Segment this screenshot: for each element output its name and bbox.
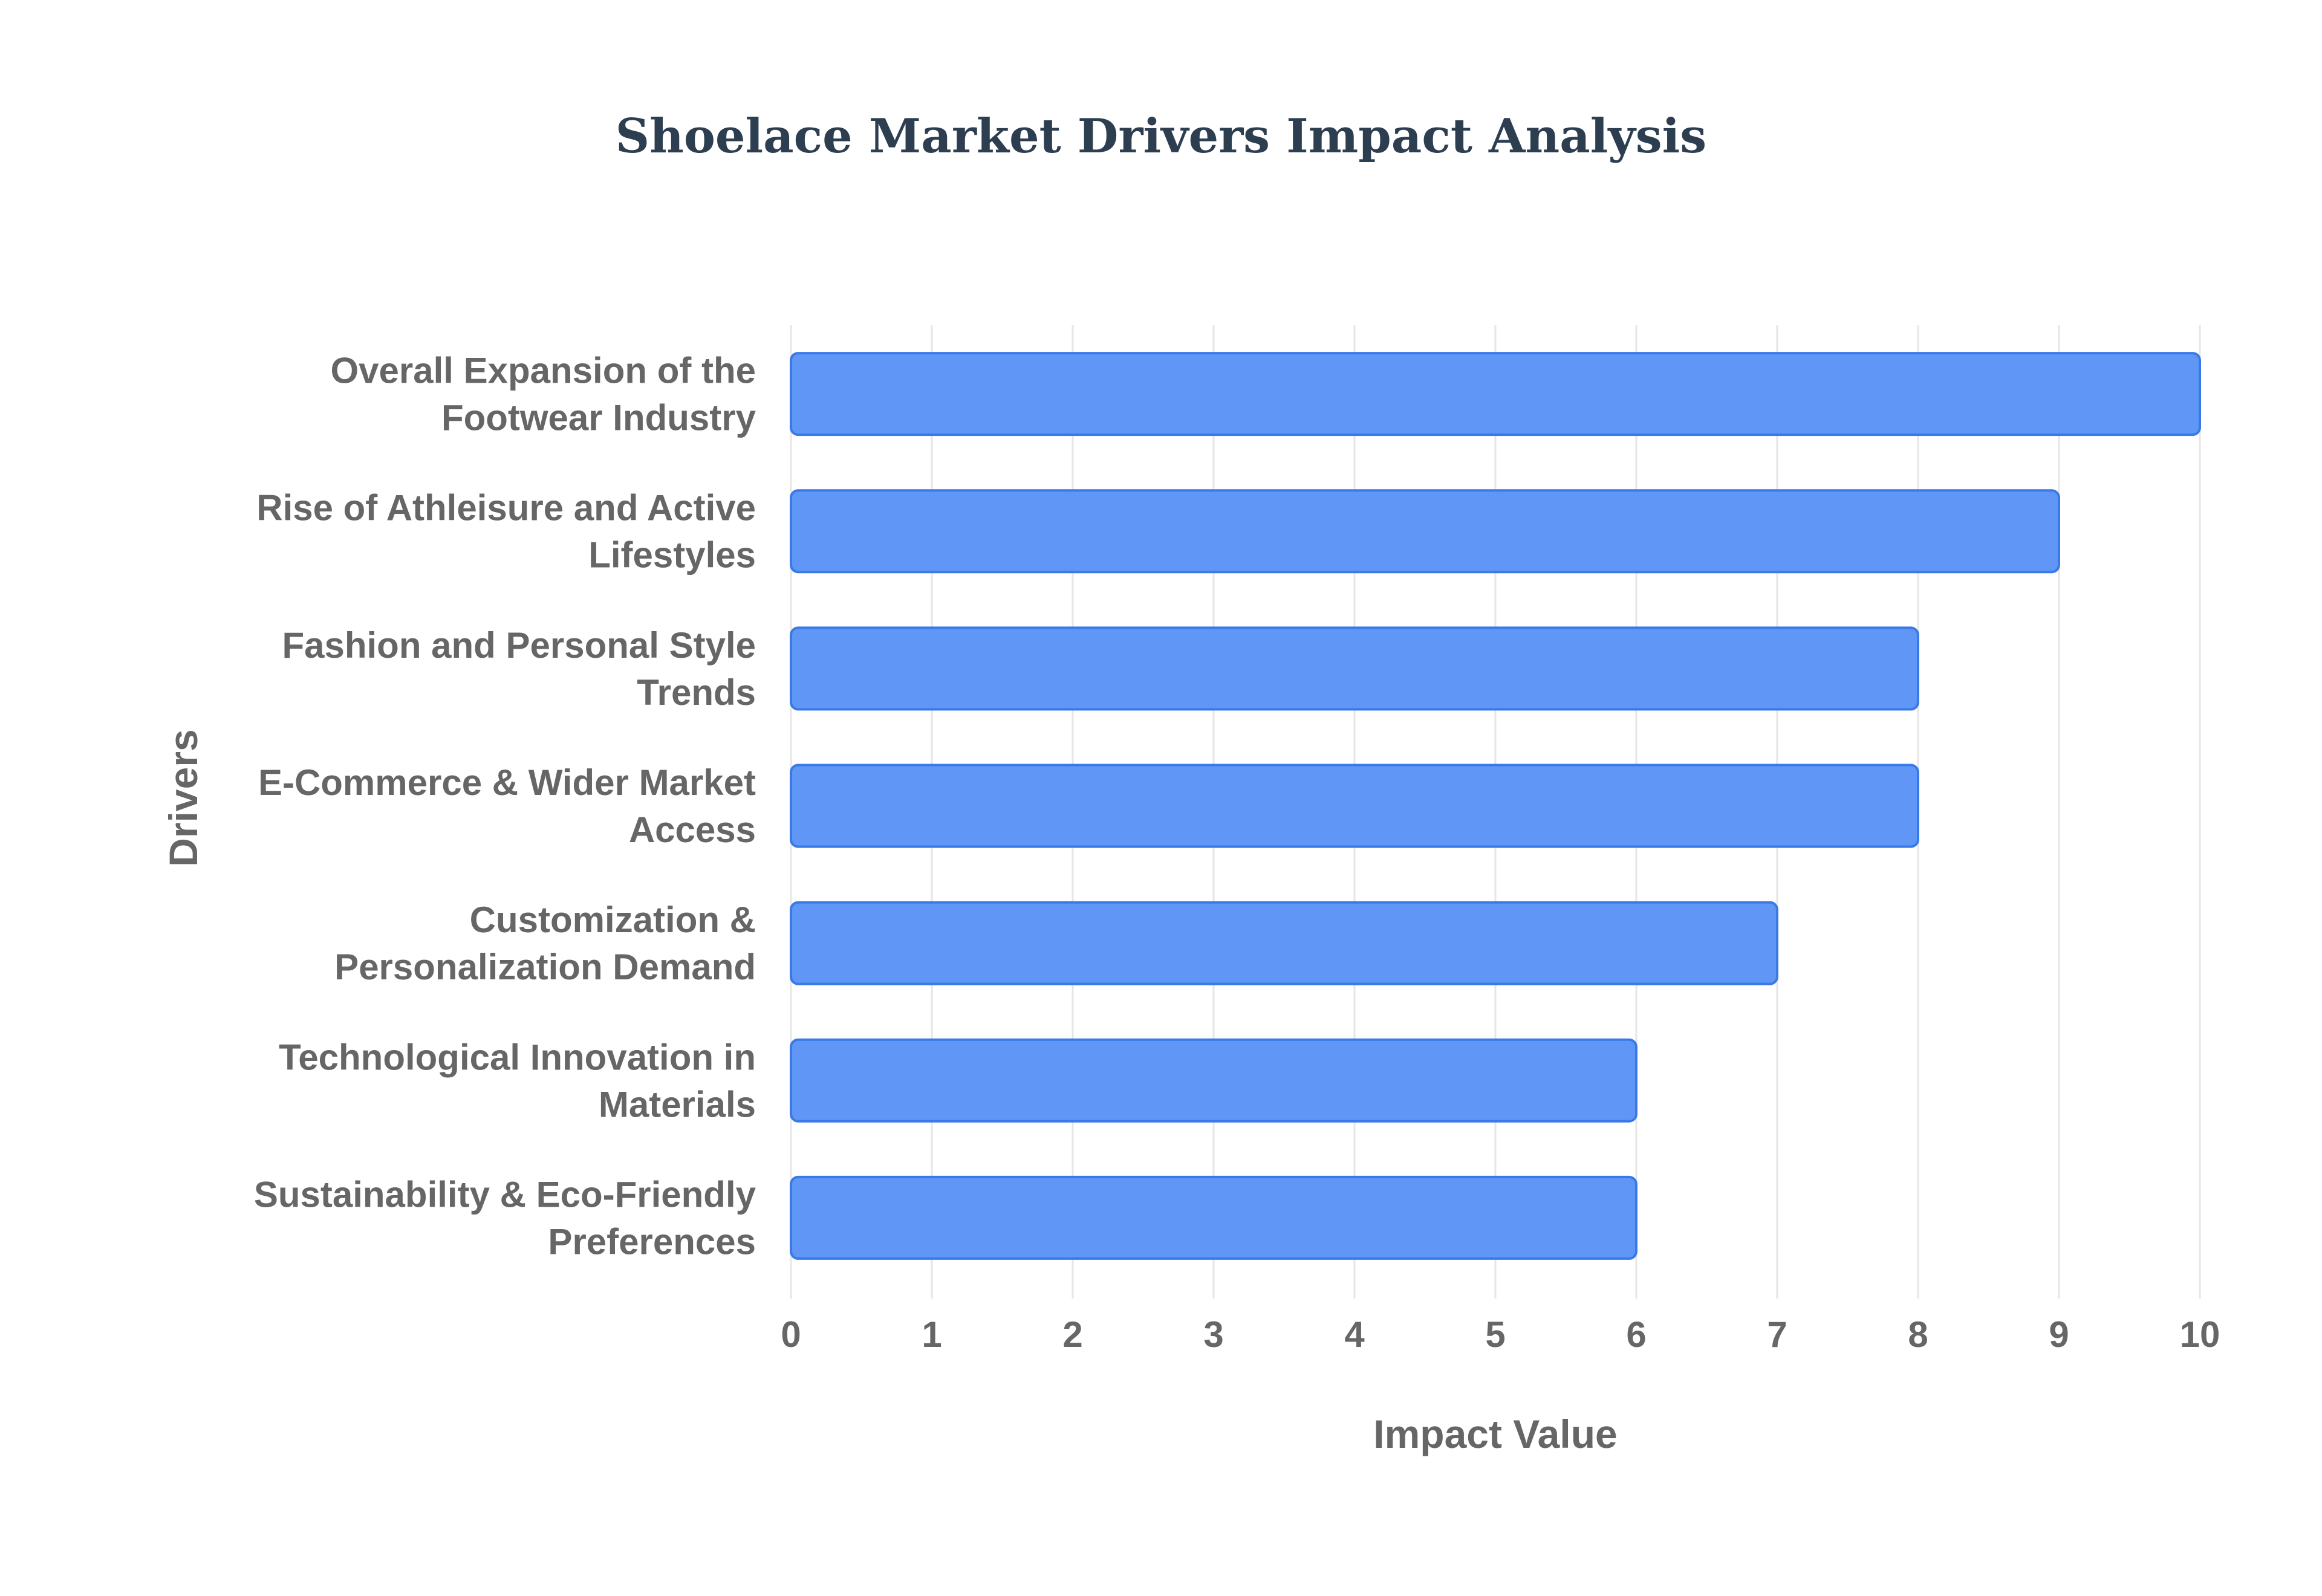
x-tick-label: 8 — [1908, 1314, 1928, 1355]
category-label: E-Commerce & Wider Market Access — [258, 762, 756, 850]
bar — [790, 901, 1778, 985]
bar — [790, 1038, 1637, 1123]
category-label: Customization & Personalization Demand — [334, 900, 756, 987]
x-tick-label: 9 — [2049, 1314, 2069, 1355]
chart-title: Shoelace Market Drivers Impact Analysis — [616, 109, 1706, 164]
bars — [790, 352, 2201, 1260]
x-tick-label: 7 — [1767, 1314, 1787, 1355]
x-tick-label: 1 — [922, 1314, 941, 1355]
bar — [790, 489, 2060, 574]
bar — [790, 352, 2201, 436]
x-tick-labels: 0 1 2 3 4 5 6 7 8 9 10 — [781, 1314, 2220, 1355]
x-tick-label: 10 — [2180, 1314, 2220, 1355]
category-label: Rise of Athleisure and Active Lifestyles — [256, 488, 756, 576]
x-tick-label: 0 — [781, 1314, 801, 1355]
category-label: Fashion and Personal Style Trends — [282, 625, 756, 713]
category-label: Overall Expansion of the Footwear Industr… — [330, 351, 756, 438]
x-tick-label: 3 — [1203, 1314, 1223, 1355]
bar — [790, 764, 1919, 848]
x-tick-label: 6 — [1626, 1314, 1646, 1355]
x-tick-label: 5 — [1485, 1314, 1505, 1355]
x-tick-label: 2 — [1062, 1314, 1082, 1355]
x-axis-title: Impact Value — [1373, 1412, 1618, 1456]
y-axis-title: Drivers — [161, 729, 206, 867]
category-label: Technological Innovation in Materials — [279, 1037, 756, 1124]
x-tick-label: 4 — [1344, 1314, 1365, 1355]
bar — [790, 626, 1919, 711]
category-label: Sustainability & Eco-Friendly Preferences — [254, 1174, 756, 1262]
category-labels: Overall Expansion of the Footwear Industr… — [254, 351, 756, 1262]
bar — [790, 1175, 1637, 1260]
